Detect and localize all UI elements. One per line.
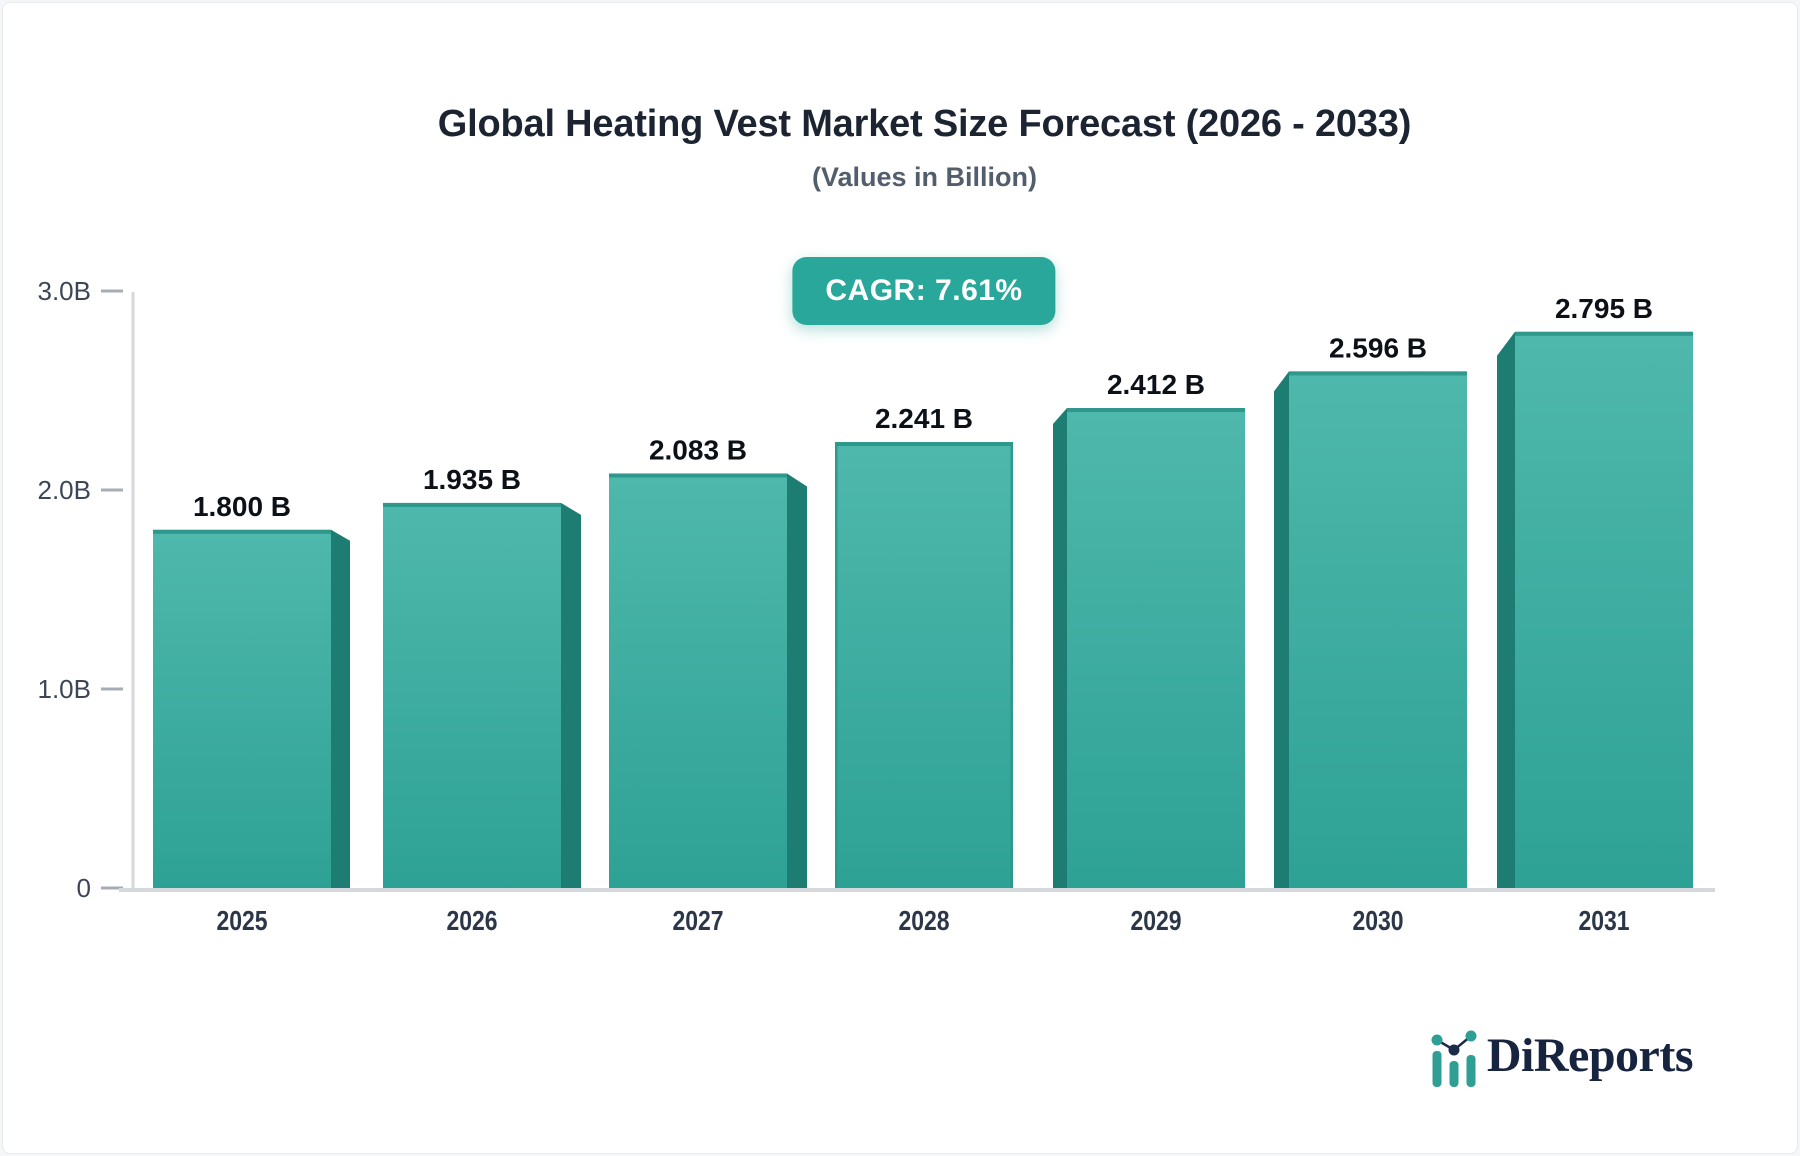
bar-side	[331, 529, 350, 888]
bar-chart: 3.0B 2.0B 1.0B 0 1.800 B 2025 1.935 B 2026 2.083…	[38, 276, 1715, 937]
bar	[835, 442, 1013, 888]
logo: DiReports	[1430, 1025, 1694, 1087]
x-axis-label: 2027	[672, 906, 723, 937]
x-axis-label: 2026	[446, 906, 497, 937]
mini-bar-chart-icon	[1431, 1030, 1477, 1087]
bar-top-edge	[1515, 331, 1693, 336]
bar-top-edge	[153, 529, 331, 534]
bar-value-label: 2.241 B	[875, 403, 973, 434]
y-axis-tick	[101, 886, 123, 890]
bar-value-label: 2.412 B	[1107, 369, 1205, 400]
bar-value-label: 2.795 B	[1555, 293, 1653, 324]
y-axis-tick-label: 0	[77, 873, 91, 903]
bar-value-label: 2.596 B	[1329, 332, 1427, 363]
bar-top-edge	[835, 442, 1013, 447]
logo-text: DiReports	[1486, 1029, 1694, 1082]
bar-side	[1274, 371, 1289, 888]
bar	[1067, 408, 1245, 888]
bar-side	[1053, 408, 1067, 888]
y-axis-tick-label: 3.0B	[38, 276, 92, 306]
bar-side	[787, 473, 807, 888]
x-axis-label: 2028	[898, 906, 949, 937]
y-axis-tick	[101, 289, 123, 293]
x-axis-label: 2029	[1130, 906, 1181, 937]
bar	[153, 529, 331, 888]
x-axis-label: 2030	[1352, 906, 1403, 937]
page-title: Global Heating Vest Market Size Forecast…	[437, 103, 1412, 145]
bar	[1515, 331, 1693, 888]
y-axis-tick	[101, 687, 123, 691]
x-axis-line	[119, 888, 1715, 892]
bar-top-edge	[609, 473, 787, 478]
bar	[609, 473, 787, 888]
bar	[1289, 371, 1467, 888]
bar-value-label: 1.800 B	[193, 491, 291, 522]
bar	[383, 502, 561, 888]
bar-side	[561, 502, 581, 888]
bar-top-edge	[383, 502, 561, 507]
bar-top-edge	[1067, 408, 1245, 413]
bar-value-label: 1.935 B	[423, 464, 521, 495]
y-axis-tick-label: 1.0B	[38, 674, 92, 704]
y-axis-line	[131, 292, 135, 892]
page-subtitle: (Values in Billion)	[811, 162, 1038, 192]
x-axis-label: 2025	[216, 906, 267, 937]
bar-value-label: 2.083 B	[649, 434, 747, 465]
y-axis-tick-label: 2.0B	[38, 475, 92, 505]
chart-header: Global Heating Vest Market Size Forecast…	[153, 3, 1696, 193]
bar-top-edge	[1289, 371, 1467, 376]
x-axis-label: 2031	[1578, 906, 1629, 937]
bar-side	[1497, 331, 1515, 888]
y-axis-tick	[101, 488, 123, 492]
cagr-badge: CAGR: 7.61%	[792, 257, 1056, 325]
